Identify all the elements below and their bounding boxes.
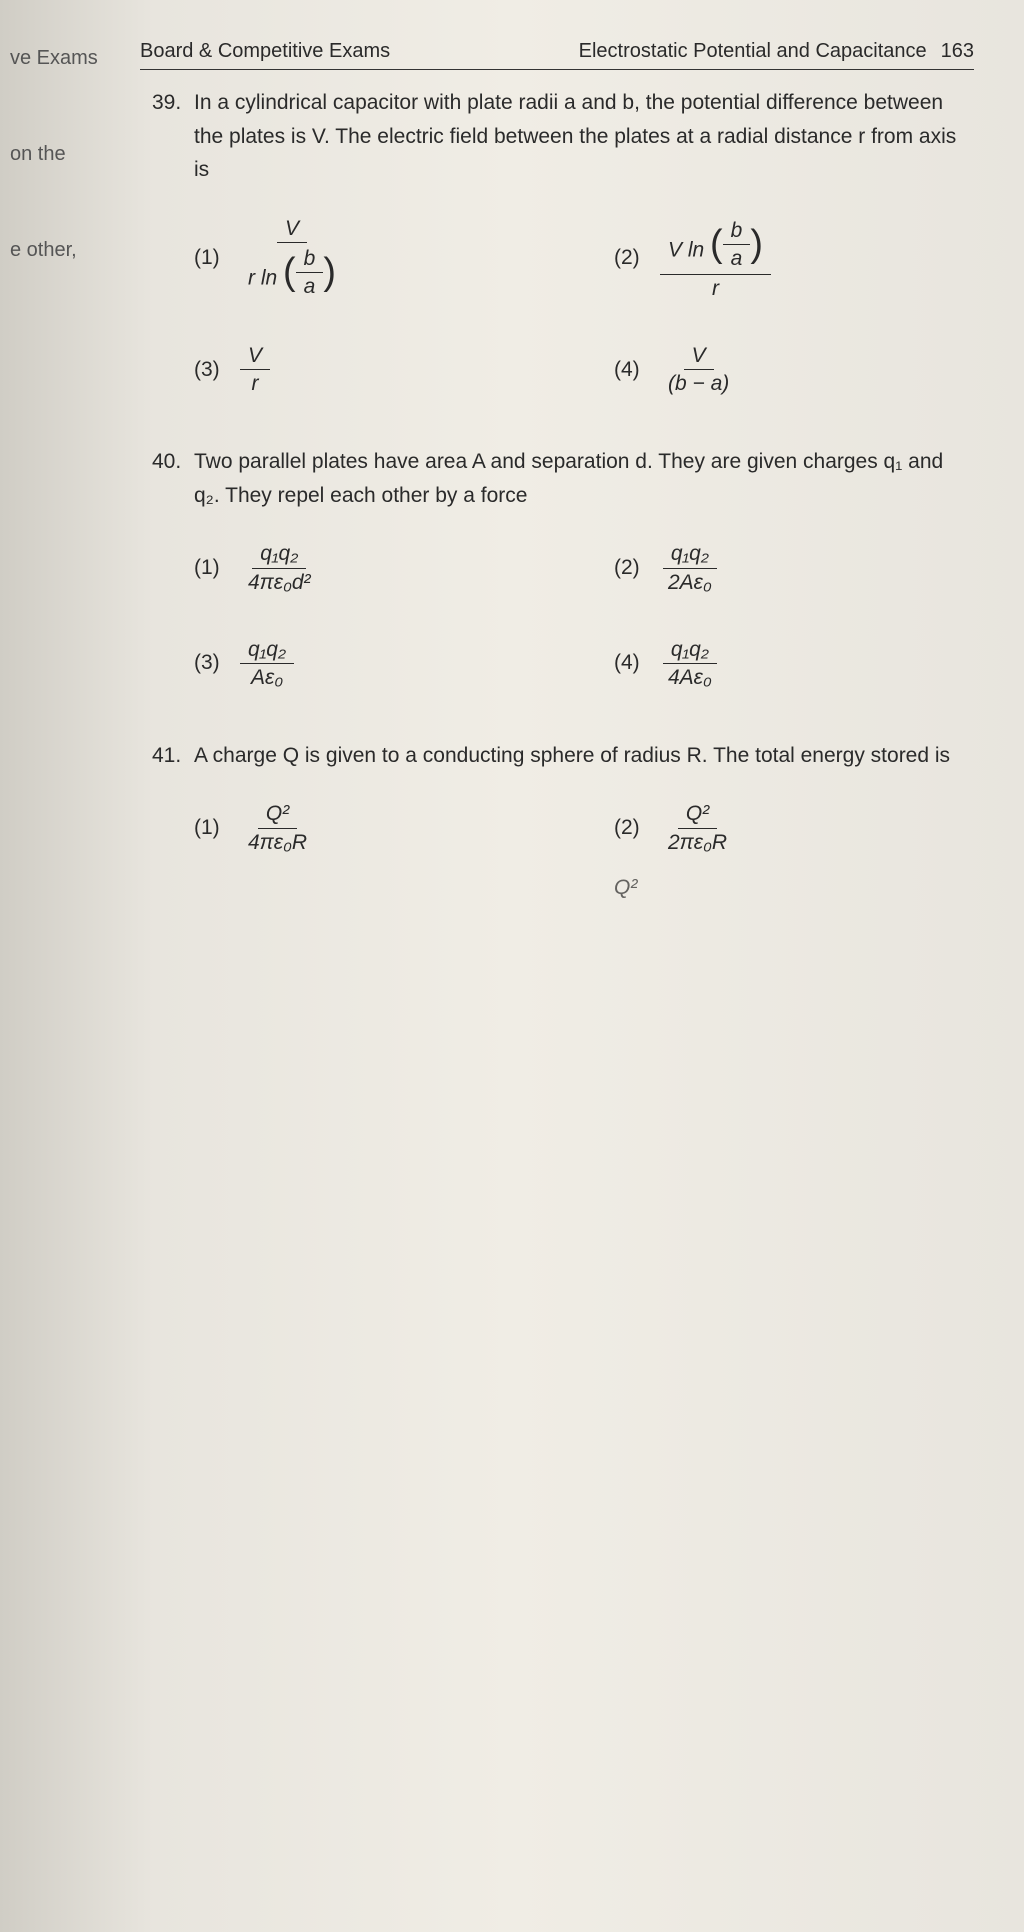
q39-opt4-frac: V (b − a) <box>660 342 737 397</box>
q39-option-3: (3) V r <box>194 342 554 397</box>
q40-option-3: (3) q₁q₂ Aε₀ <box>194 636 554 691</box>
q40-option-2: (2) q₁q₂ 2Aε₀ <box>614 540 974 595</box>
q39-opt1-num: (1) <box>194 246 228 270</box>
header-left: Board & Competitive Exams <box>140 40 390 63</box>
q39-opt2-frac: V ln ( b a ) r <box>660 215 771 302</box>
question-39-body: In a cylindrical capacitor with plate ra… <box>194 86 974 187</box>
question-39-options: (1) V r ln ( b a ) <box>194 215 974 397</box>
question-40-body: Two parallel plates have area A and sepa… <box>194 445 974 512</box>
question-41-options: (1) Q² 4πε₀R (2) Q² 2πε₀R Q² <box>194 800 974 899</box>
q39-opt1-top: V <box>277 215 307 243</box>
q40-option-4: (4) q₁q₂ 4Aε₀ <box>614 636 974 691</box>
q41-option-2: (2) Q² 2πε₀R <box>614 800 974 855</box>
question-40-options: (1) q₁q₂ 4πε₀d² (2) q₁q₂ 2Aε₀ (3) q₁q₂ A… <box>194 540 974 690</box>
page-container: ve Exams on the e other, Board & Competi… <box>0 0 1024 1932</box>
question-40: 40. Two parallel plates have area A and … <box>140 445 974 691</box>
q41-option-1: (1) Q² 4πε₀R <box>194 800 554 855</box>
header-page-number: 163 <box>941 40 974 63</box>
question-41-body: A charge Q is given to a conducting sphe… <box>194 739 974 773</box>
side-label-1: ve Exams <box>10 40 130 76</box>
q39-opt2-top: V ln ( b a ) <box>660 215 771 275</box>
q39-option-2: (2) V ln ( b a ) r <box>614 215 974 302</box>
question-40-text: 40. Two parallel plates have area A and … <box>152 445 974 512</box>
q39-opt1-bot: r ln ( b a ) <box>240 243 344 302</box>
question-41-text: 41. A charge Q is given to a conducting … <box>152 739 974 773</box>
header-right: Electrostatic Potential and Capacitance … <box>579 40 974 63</box>
side-label-3: e other, <box>10 232 130 268</box>
question-39: 39. In a cylindrical capacitor with plat… <box>140 86 974 397</box>
question-41-number: 41. <box>152 739 184 773</box>
q39-opt2-bot: r <box>704 275 727 302</box>
q39-opt2-num: (2) <box>614 246 648 270</box>
q39-option-1: (1) V r ln ( b a ) <box>194 215 554 302</box>
side-labels: ve Exams on the e other, <box>10 40 130 328</box>
side-label-2: on the <box>10 136 130 172</box>
page-header: Board & Competitive Exams Electrostatic … <box>140 40 974 70</box>
q39-opt3-frac: V r <box>240 342 270 397</box>
q39-opt4-num: (4) <box>614 358 648 382</box>
q39-opt3-num: (3) <box>194 358 228 382</box>
question-39-number: 39. <box>152 86 184 187</box>
q39-opt1-frac: V r ln ( b a ) <box>240 215 344 302</box>
q40-option-1: (1) q₁q₂ 4πε₀d² <box>194 540 554 595</box>
q41-cutoff: Q² <box>614 876 974 900</box>
header-chapter: Electrostatic Potential and Capacitance <box>579 40 927 63</box>
q39-opt1-inner-paren: ( b a ) <box>283 245 336 300</box>
question-40-number: 40. <box>152 445 184 512</box>
question-39-text: 39. In a cylindrical capacitor with plat… <box>152 86 974 187</box>
question-41: 41. A charge Q is given to a conducting … <box>140 739 974 900</box>
q39-option-4: (4) V (b − a) <box>614 342 974 397</box>
